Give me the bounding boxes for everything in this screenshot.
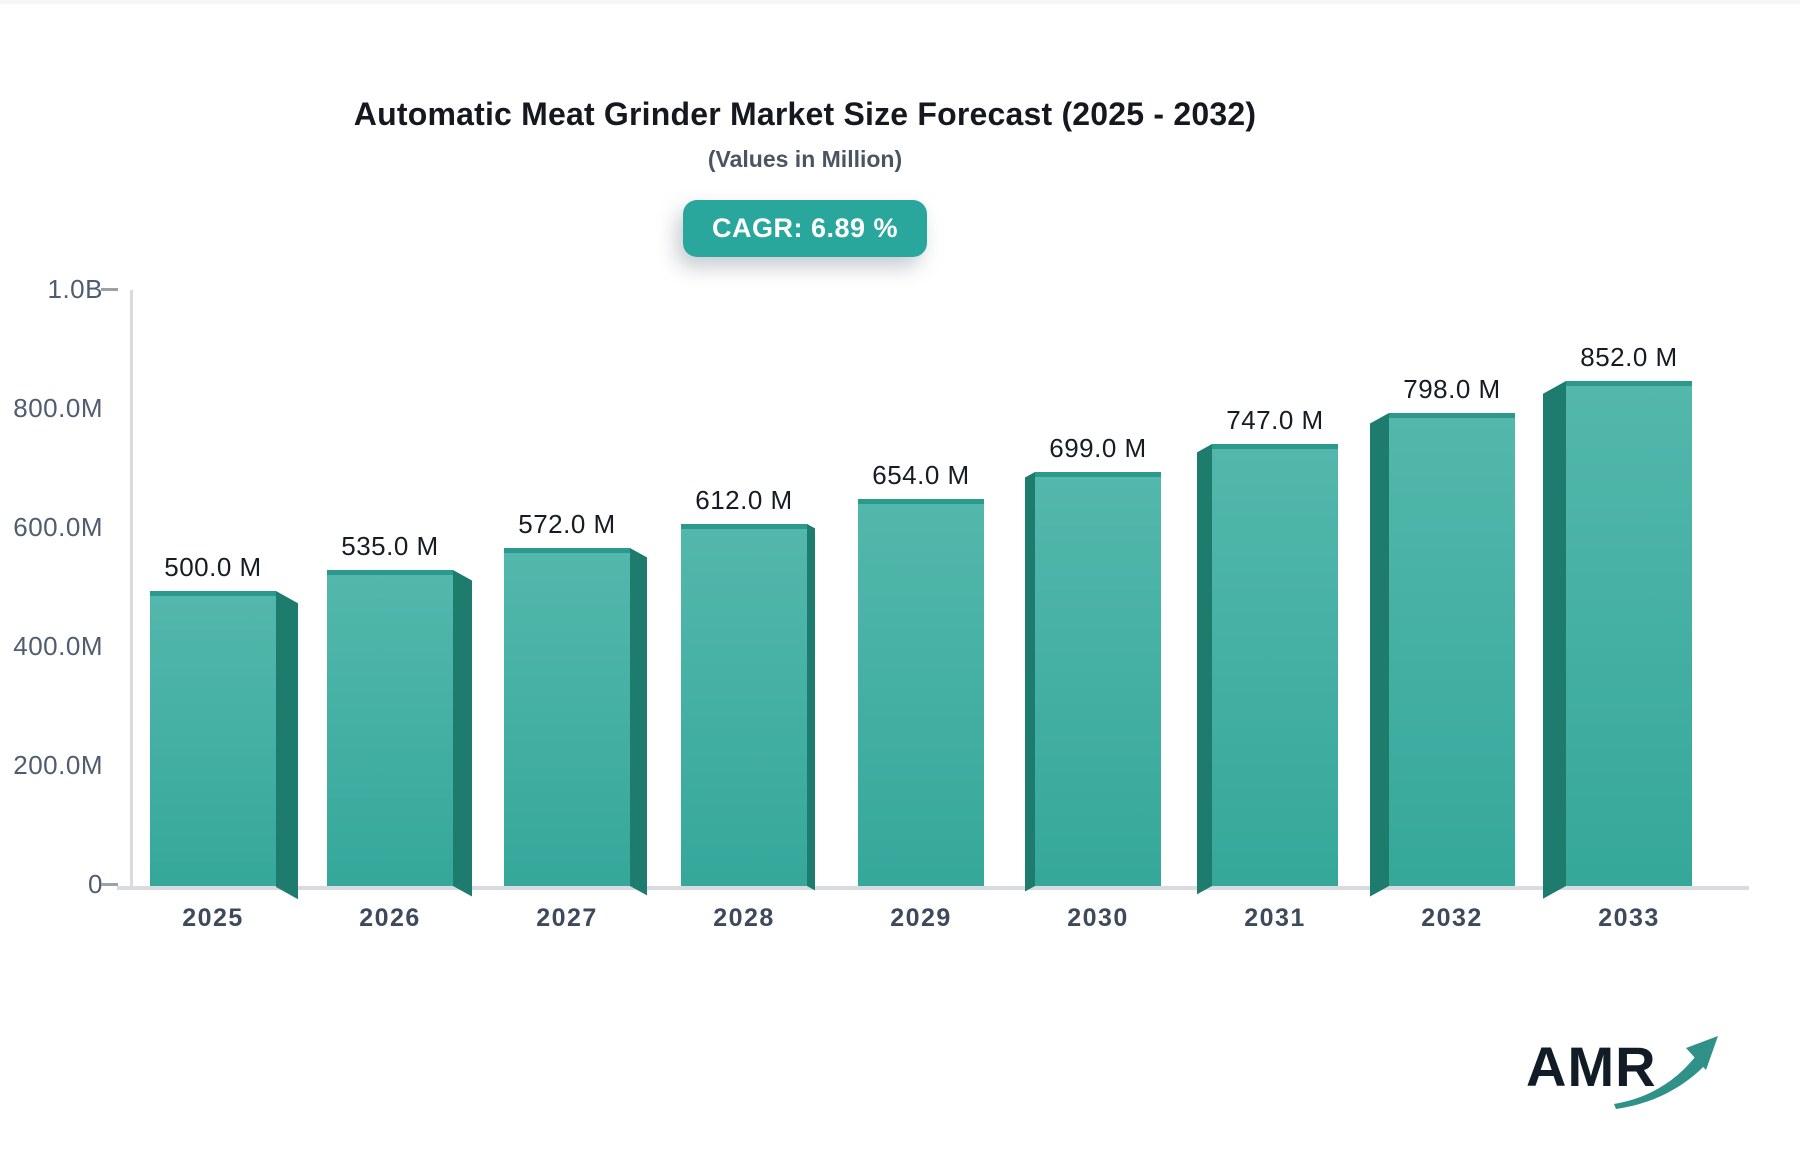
bar-2030[interactable] xyxy=(1035,472,1161,886)
y-axis-line xyxy=(130,290,133,890)
bar-value-label: 612.0 M xyxy=(695,484,793,515)
bar-value-label: 852.0 M xyxy=(1580,342,1678,373)
bar-side-3d xyxy=(807,523,815,891)
bar-side-3d xyxy=(1543,381,1566,899)
x-axis-label: 2028 xyxy=(713,904,775,932)
y-tick-label: 200.0M xyxy=(13,750,103,780)
bar-value-label: 699.0 M xyxy=(1049,433,1147,464)
bar-side-3d xyxy=(453,569,472,897)
bar-side-3d xyxy=(1197,443,1212,895)
bar-value-label: 535.0 M xyxy=(341,530,439,561)
bar-2031[interactable] xyxy=(1212,443,1338,886)
bar-value-label: 798.0 M xyxy=(1403,374,1501,405)
x-axis-label: 2032 xyxy=(1421,904,1483,932)
chart-subtitle: (Values in Million) xyxy=(707,146,903,172)
x-axis-label: 2030 xyxy=(1067,904,1129,932)
page-top-edge xyxy=(0,0,1800,4)
bar-2027[interactable] xyxy=(504,547,630,886)
cagr-badge: CAGR: 6.89 % xyxy=(682,200,928,257)
bar-2032[interactable] xyxy=(1389,413,1515,886)
bar-2026[interactable] xyxy=(327,569,453,886)
x-axis-line xyxy=(117,886,1749,890)
amr-logo: AMR xyxy=(1526,1034,1746,1114)
x-axis-label: 2025 xyxy=(182,904,244,932)
x-axis-label: 2031 xyxy=(1244,904,1306,932)
bar-value-label: 654.0 M xyxy=(872,459,970,490)
bar-value-label: 572.0 M xyxy=(518,508,616,539)
bar-2028[interactable] xyxy=(681,523,807,886)
y-tick-mark xyxy=(101,883,118,886)
bar-side-3d xyxy=(630,547,647,896)
bar-2033[interactable] xyxy=(1566,381,1692,886)
x-axis-label: 2033 xyxy=(1598,904,1660,932)
amr-logo-arrow-icon xyxy=(1614,1036,1718,1109)
bar-side-3d xyxy=(276,590,298,899)
bar-value-label: 500.0 M xyxy=(164,551,262,582)
bar-2025[interactable] xyxy=(150,590,276,886)
y-tick-mark xyxy=(101,288,118,291)
x-axis-label: 2029 xyxy=(890,904,952,932)
bar-side-3d xyxy=(1025,472,1035,892)
y-tick-label: 400.0M xyxy=(13,631,103,661)
chart-header: Automatic Meat Grinder Market Size Forec… xyxy=(0,0,1610,257)
y-tick-label: 600.0M xyxy=(13,512,103,542)
y-tick-label: 0 xyxy=(88,869,103,899)
y-tick-label: 1.0B xyxy=(47,274,103,304)
x-axis-label: 2027 xyxy=(536,904,598,932)
y-tick-label: 800.0M xyxy=(13,393,103,423)
amr-logo-text: AMR xyxy=(1526,1035,1657,1098)
bar-side-3d xyxy=(1370,413,1389,897)
x-axis-label: 2026 xyxy=(359,904,421,932)
bar-value-label: 747.0 M xyxy=(1226,404,1324,435)
chart-title: Automatic Meat Grinder Market Size Forec… xyxy=(353,96,1257,132)
bar-2029[interactable] xyxy=(858,498,984,886)
